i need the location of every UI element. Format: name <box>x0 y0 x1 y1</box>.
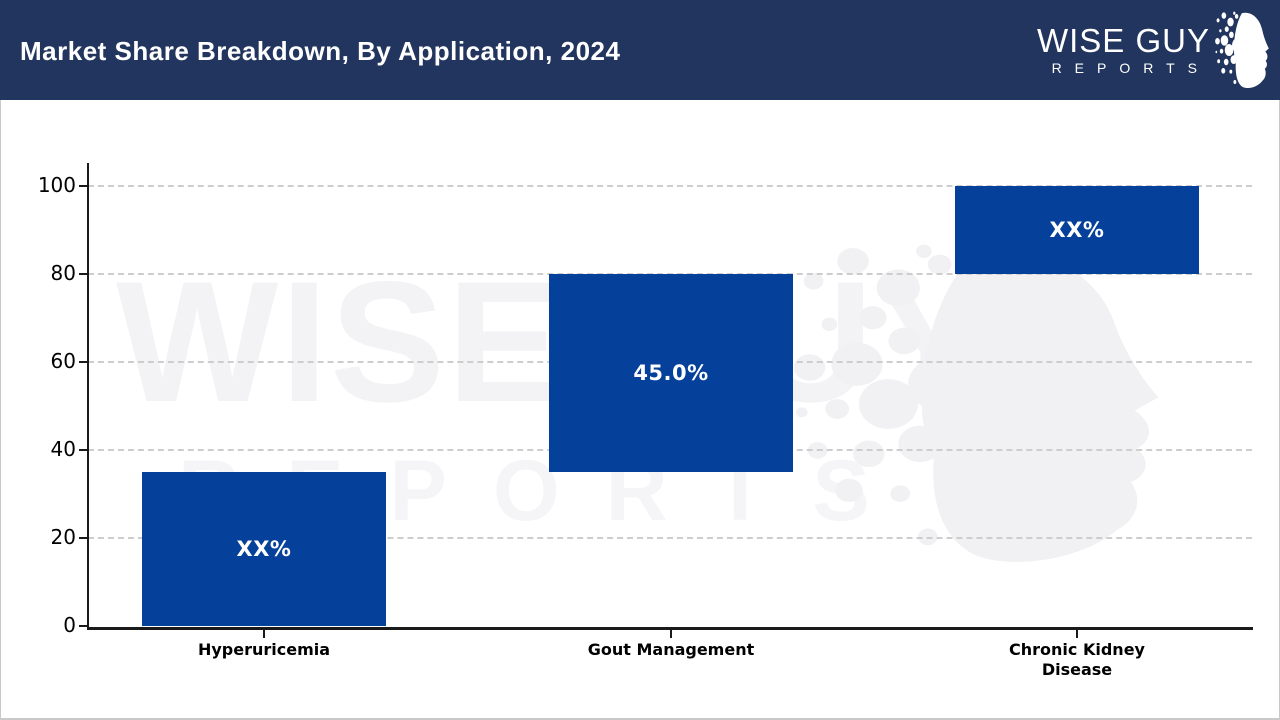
y-tick-20 <box>79 537 88 540</box>
brand-logo-text: WISE GUY REPORTS <box>1036 21 1210 77</box>
y-tick-0 <box>79 625 88 628</box>
y-tick-100 <box>79 185 88 188</box>
y-tick-label-0: 0 <box>63 613 76 638</box>
bar-chronic-kidney-disease: XX% <box>955 186 1199 275</box>
x-tick-gout-management <box>670 630 672 638</box>
y-tick-60 <box>79 361 88 364</box>
x-axis-line <box>87 627 1253 630</box>
gridline-100 <box>88 185 1252 188</box>
category-label-hyperuricemia: Hyperuricemia <box>197 640 331 659</box>
x-tick-hyperuricemia <box>263 630 265 638</box>
category-label-gout-management: Gout Management <box>587 640 755 659</box>
bar-hyperuricemia: XX% <box>142 472 386 627</box>
bar-value-label-chronic-kidney-disease: XX% <box>1049 218 1105 243</box>
brand-subname: REPORTS <box>1051 60 1210 77</box>
y-tick-label-40: 40 <box>50 437 76 462</box>
brand-logo: WISE GUY REPORTS <box>1037 8 1272 92</box>
y-tick-label-100: 100 <box>37 173 76 198</box>
y-tick-80 <box>79 273 88 276</box>
y-tick-40 <box>79 449 88 452</box>
page-title: Market Share Breakdown, By Application, … <box>20 36 621 66</box>
bar-gout-management: 45.0% <box>549 274 793 473</box>
brand-face-icon <box>1214 10 1272 90</box>
bar-value-label-gout-management: 45.0% <box>633 361 709 386</box>
header-bar: Market Share Breakdown, By Application, … <box>0 0 1280 100</box>
y-tick-label-80: 80 <box>50 261 76 286</box>
category-label-chronic-kidney-disease: Chronic Kidney Disease <box>1009 640 1145 679</box>
bar-value-label-hyperuricemia: XX% <box>236 537 292 562</box>
gridline-20 <box>88 537 1252 540</box>
x-tick-chronic-kidney-disease <box>1076 630 1078 638</box>
y-axis-line <box>87 163 89 629</box>
y-tick-label-20: 20 <box>50 525 76 550</box>
y-tick-label-60: 60 <box>50 349 76 374</box>
brand-name: WISE GUY <box>1036 21 1210 59</box>
